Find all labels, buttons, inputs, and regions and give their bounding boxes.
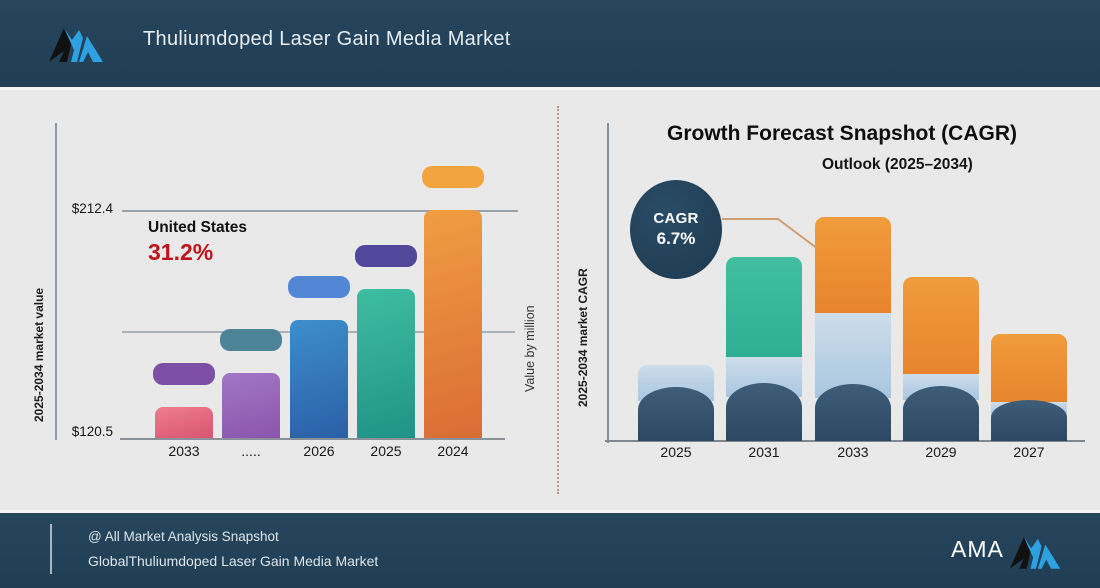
us-bar-2024 [424, 210, 482, 438]
us-bar-cap [153, 363, 215, 385]
us-chart-title: United States [148, 219, 248, 236]
us-bar-cap [355, 245, 417, 267]
cagr-badge-value: 6.7% [656, 229, 696, 248]
us-x-tick-label: 2026 [303, 443, 335, 459]
us-y-tick-max: $212.4 [71, 201, 113, 216]
us-x-tick-label: 2033 [168, 443, 200, 459]
us-market-chart: United States 31.2% [0, 93, 557, 510]
forecast-x-tick-label: 2027 [1013, 444, 1045, 460]
forecast-x-tick-label: 2025 [660, 444, 692, 460]
footer-band: @ All Market Analysis Snapshot GlobalThu… [0, 510, 1100, 588]
ama-logo-footer-icon [1009, 537, 1061, 569]
section-divider [557, 106, 559, 494]
cagr-badge-label: CAGR [653, 210, 699, 227]
us-bar-2033 [155, 407, 213, 438]
us-y-axis-line [55, 123, 57, 440]
header-band: Thuliumdoped Laser Gain Media Market [0, 0, 1100, 90]
us-x-tick-label: 2025 [370, 443, 402, 459]
us-x-axis-line [120, 438, 505, 440]
forecast-segment-lightblue [815, 313, 891, 398]
forecast-chart-subtitle: Outlook (2025–2034) [822, 156, 973, 173]
forecast-y-axis-label: 2025-2034 market CAGR [576, 268, 590, 407]
us-bar-dotdotdotdotdot [222, 373, 280, 438]
us-x-tick-label: 2024 [437, 443, 469, 459]
forecast-x-tick-label: 2031 [748, 444, 780, 460]
forecast-segment-navy [726, 383, 802, 441]
page-title: Thuliumdoped Laser Gain Media Market [143, 28, 511, 50]
us-bar-2025 [357, 289, 415, 438]
forecast-segment-navy [815, 384, 891, 441]
footer-market-text: GlobalThuliumdoped Laser Gain Media Mark… [88, 553, 379, 569]
forecast-segment-orange [815, 217, 891, 313]
us-bar-2026 [290, 320, 348, 438]
forecast-chart-title: Growth Forecast Snapshot (CAGR) [666, 122, 1018, 145]
footer-snapshot-text: @ All Market Analysis Snapshot [88, 529, 279, 544]
us-y-tick-min: $120.5 [71, 424, 113, 439]
forecast-x-tick-label: 2033 [837, 444, 869, 460]
forecast-segment-navy [991, 400, 1067, 441]
forecast-x-tick-label: 2029 [925, 444, 957, 460]
forecast-segment-orange [903, 277, 979, 374]
forecast-segment-orange [991, 334, 1067, 402]
footer-divider [50, 524, 52, 574]
cagr-badge: CAGR 6.7% [630, 180, 722, 279]
us-secondary-axis-label: Value by million [523, 305, 537, 392]
us-y-axis-label: 2025-2034 market value [32, 287, 46, 422]
us-gridline-top [122, 210, 518, 212]
forecast-y-axis-line [607, 123, 609, 443]
us-x-tick-label: ..... [241, 443, 261, 459]
us-bar-cap [220, 329, 282, 351]
forecast-segment-navy [638, 387, 714, 441]
forecast-segment-teal [726, 257, 802, 357]
footer-brand-text: AMA [951, 536, 1004, 562]
ama-logo-icon [49, 28, 103, 62]
forecast-segment-navy [903, 386, 979, 441]
us-bar-cap [288, 276, 350, 298]
forecast-x-axis-line [605, 440, 1085, 442]
us-bar-cap [422, 166, 484, 188]
us-chart-highlight-value: 31.2% [148, 239, 214, 265]
